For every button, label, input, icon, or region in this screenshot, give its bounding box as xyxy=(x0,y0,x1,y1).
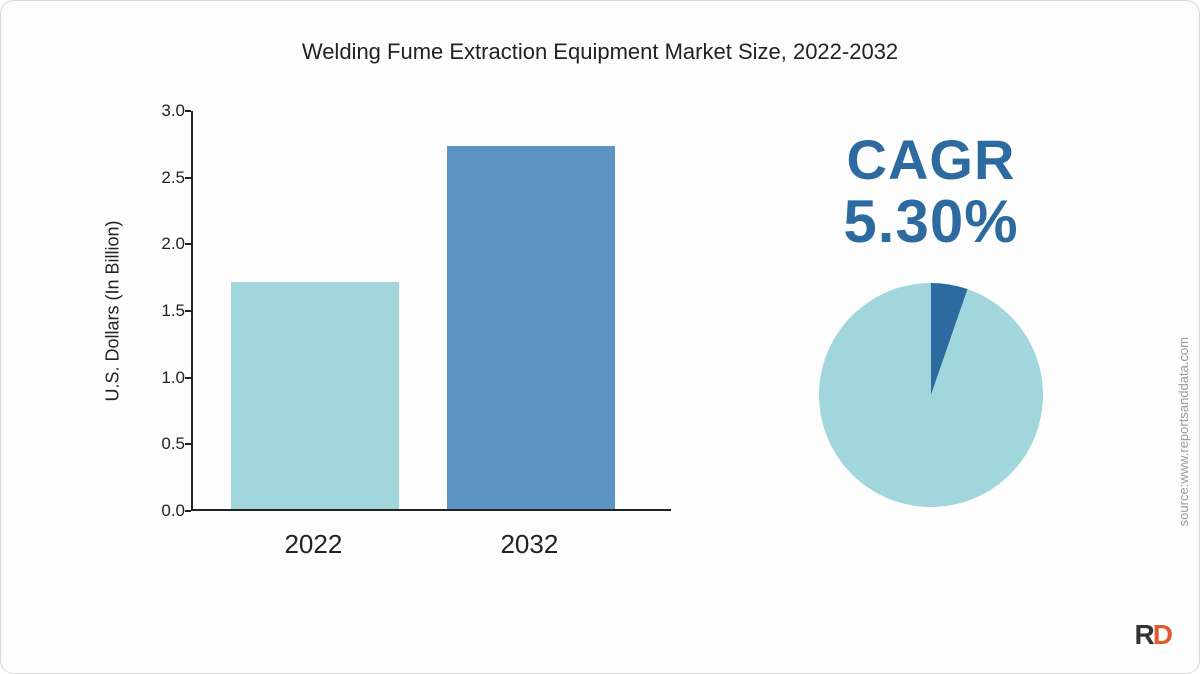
cagr-value: 5.30% xyxy=(751,190,1111,253)
chart-title: Welding Fume Extraction Equipment Market… xyxy=(1,39,1199,65)
logo-d: D xyxy=(1153,619,1171,650)
cagr-label: CAGR xyxy=(751,131,1111,190)
bar-chart: U.S. Dollars (In Billion) 0.00.51.01.52.… xyxy=(131,111,671,551)
pie-chart xyxy=(751,283,1111,512)
y-tick-label: 2.0 xyxy=(161,234,185,254)
bar-2022 xyxy=(231,282,399,509)
plot-area xyxy=(191,111,671,511)
y-tick-label: 0.0 xyxy=(161,501,185,521)
x-label-2022: 2022 xyxy=(284,529,342,560)
bar-2032 xyxy=(447,146,615,509)
source-attribution: source:www.reportsanddata.com xyxy=(1176,337,1191,526)
x-label-2032: 2032 xyxy=(500,529,558,560)
y-tick-label: 0.5 xyxy=(161,434,185,454)
y-tick-label: 2.5 xyxy=(161,168,185,188)
y-axis-label: U.S. Dollars (In Billion) xyxy=(103,220,124,401)
chart-frame: Welding Fume Extraction Equipment Market… xyxy=(0,0,1200,674)
pie-svg xyxy=(819,283,1043,507)
logo-r: R xyxy=(1135,619,1153,650)
y-tick-label: 1.5 xyxy=(161,301,185,321)
pie-slice-1 xyxy=(819,283,1043,507)
cagr-block: CAGR 5.30% xyxy=(751,131,1111,512)
y-tick-label: 1.0 xyxy=(161,368,185,388)
y-tick-label: 3.0 xyxy=(161,101,185,121)
brand-logo: RD xyxy=(1135,619,1171,651)
